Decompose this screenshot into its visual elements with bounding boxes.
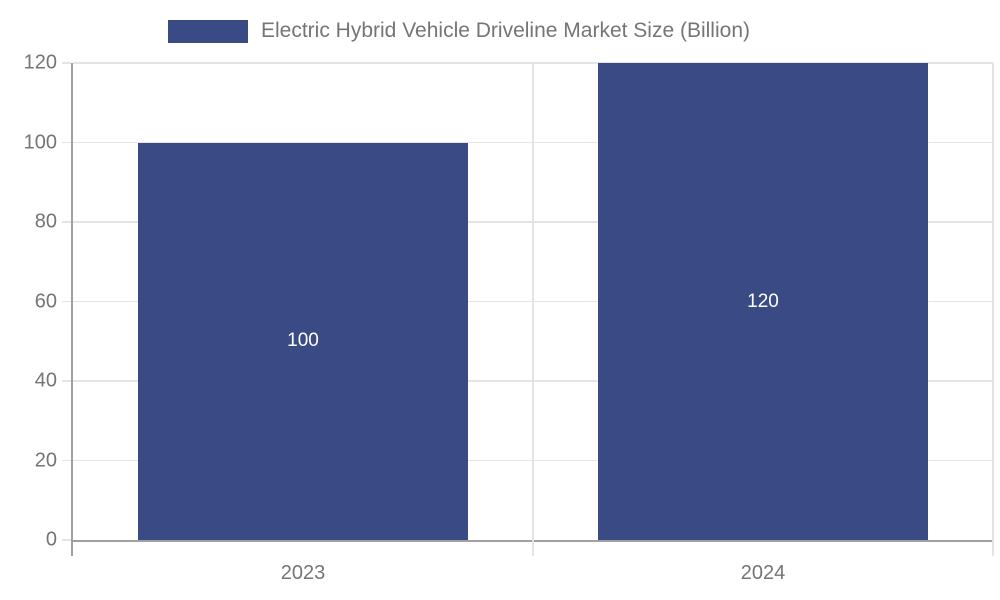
legend-swatch <box>168 19 248 43</box>
y-axis-tick <box>62 459 71 461</box>
y-tick-label: 80 <box>34 210 57 233</box>
y-tick-label: 0 <box>45 528 57 551</box>
chart-legend: Electric Hybrid Vehicle Driveline Market… <box>168 19 750 43</box>
gridline-vertical <box>992 63 994 540</box>
legend-label: Electric Hybrid Vehicle Driveline Market… <box>261 19 750 42</box>
x-tick-label: 2023 <box>280 562 326 584</box>
y-axis-tick <box>62 221 71 223</box>
y-tick-label: 20 <box>34 449 57 471</box>
y-tick-label: 100 <box>23 131 57 153</box>
y-axis-tick <box>62 300 71 302</box>
y-axis-spine <box>71 63 73 540</box>
gridline-vertical <box>532 63 534 540</box>
x-axis-tick <box>532 540 534 556</box>
x-axis-tick-origin <box>71 540 73 556</box>
bar: 100 <box>138 142 468 540</box>
gridline-horizontal <box>73 62 993 64</box>
y-tick-label: 40 <box>34 369 57 392</box>
plot-area: 0 20 40 60 80 100 120 100 2023 120 2024 <box>24 52 994 584</box>
y-axis-tick <box>62 62 71 64</box>
y-axis-tick <box>62 539 71 541</box>
y-axis-tick <box>62 141 71 143</box>
bar-value-label: 100 <box>287 330 319 352</box>
x-axis-tick <box>992 540 994 556</box>
x-tick-label: 2024 <box>740 562 786 584</box>
y-tick-label: 60 <box>34 290 57 312</box>
y-tick-label: 120 <box>23 51 57 74</box>
bar: 120 <box>598 63 928 540</box>
bar-value-label: 120 <box>747 290 779 312</box>
y-axis-tick <box>62 380 71 382</box>
